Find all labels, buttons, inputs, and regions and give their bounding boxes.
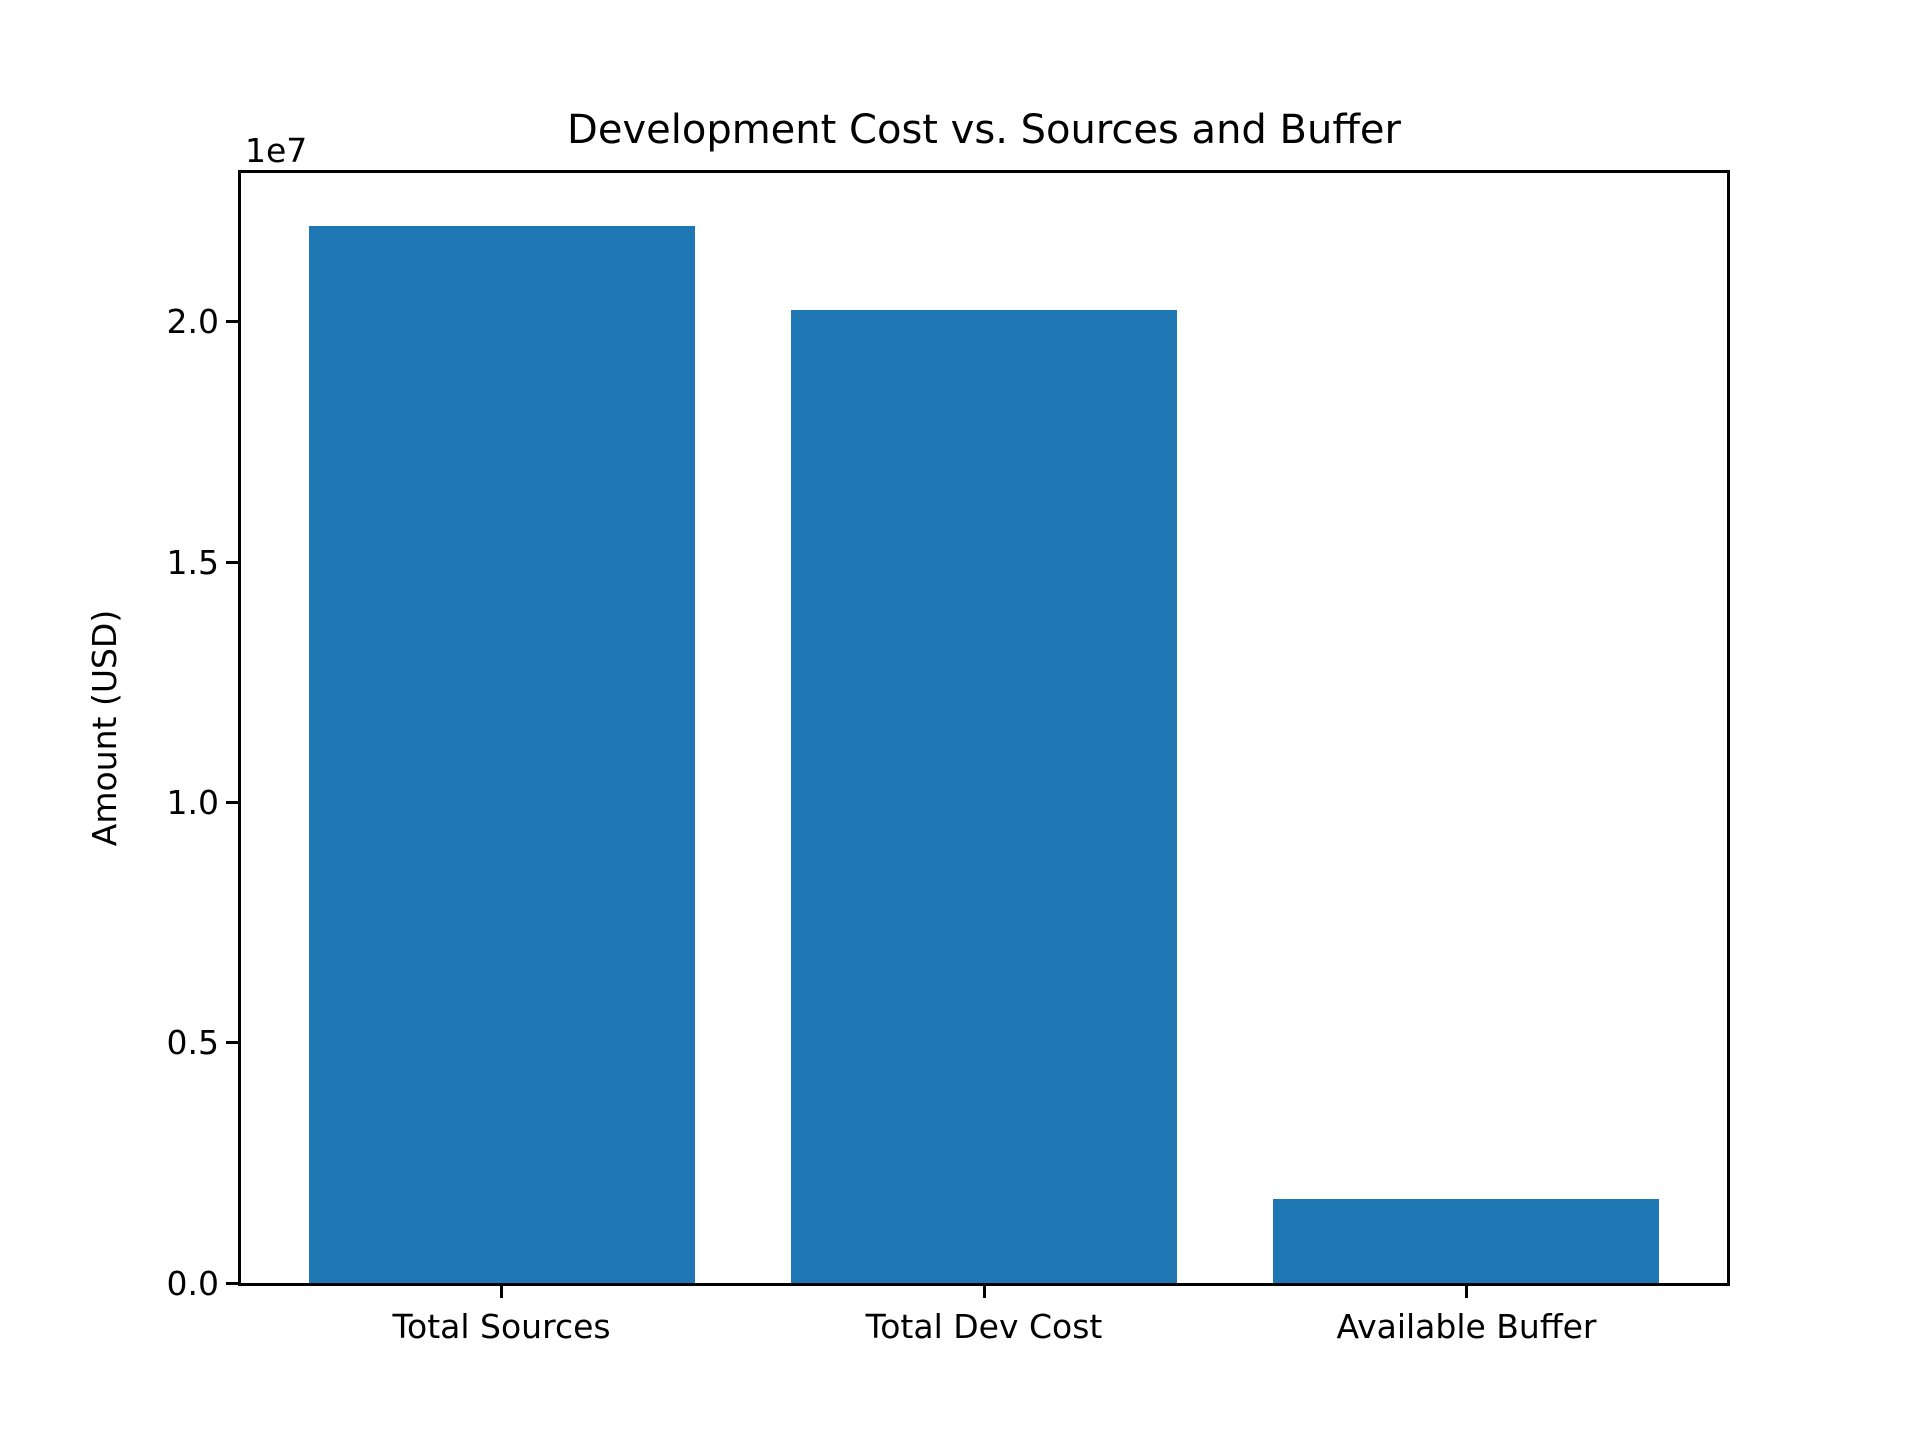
x-tick-mark (982, 1286, 986, 1298)
y-axis-label: Amount (USD) (85, 609, 124, 847)
x-tick-mark (500, 1286, 504, 1298)
y-tick-label: 1.5 (166, 542, 219, 582)
bar-available-buffer (1273, 1198, 1660, 1283)
x-tick-label-total-sources: Total Sources (392, 1307, 611, 1346)
y-tick-mark (226, 1041, 238, 1045)
y-tick-label: 0.5 (166, 1023, 219, 1063)
bar-total-sources (308, 225, 695, 1283)
y-axis-offset-label: 1e7 (245, 131, 308, 170)
y-tick-label: 2.0 (166, 302, 219, 342)
y-tick-label: 1.0 (166, 782, 219, 822)
y-tick-label: 0.0 (166, 1263, 219, 1303)
y-tick-mark (226, 800, 238, 804)
y-tick-mark (226, 1281, 238, 1285)
y-tick-mark (226, 320, 238, 324)
x-tick-mark (1464, 1286, 1468, 1298)
y-tick-mark (226, 560, 238, 564)
x-tick-label-total-dev-cost: Total Dev Cost (865, 1307, 1103, 1346)
plot-area: Total Sources Total Dev Cost Available Buf… (167, 170, 1730, 1346)
chart-title: Development Cost vs. Sources and Buffer (567, 107, 1401, 153)
bar-total-dev-cost (791, 309, 1177, 1283)
x-tick-label-available-buffer: Available Buffer (1336, 1307, 1597, 1346)
